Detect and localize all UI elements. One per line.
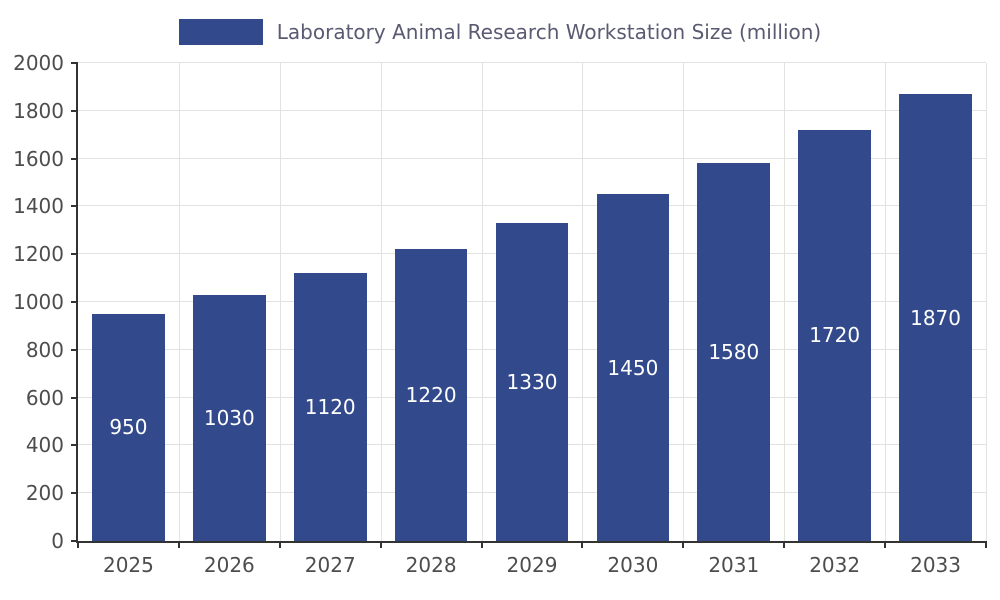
y-axis-tick-label: 1600 <box>13 146 64 171</box>
x-gridline <box>683 63 685 541</box>
y-tick-mark <box>71 301 78 303</box>
y-axis-tick-label: 400 <box>25 433 64 458</box>
x-tick-mark <box>682 541 685 548</box>
x-tick-mark <box>480 541 483 548</box>
x-tick-mark <box>783 541 786 548</box>
bar: 1030 <box>193 294 266 541</box>
bar: 1720 <box>798 129 871 541</box>
y-axis-tick-label: 2000 <box>13 51 64 75</box>
chart-legend: Laboratory Animal Research Workstation S… <box>0 17 1000 47</box>
x-tick-mark <box>177 541 180 548</box>
x-tick-mark <box>581 541 584 548</box>
x-axis-tick-label: 2031 <box>708 553 760 577</box>
y-tick-mark <box>71 205 78 208</box>
x-gridline <box>178 63 180 541</box>
bar-value-label: 950 <box>109 415 148 440</box>
y-tick-mark <box>71 492 78 495</box>
bar-value-label: 1580 <box>708 340 760 365</box>
y-tick-mark <box>71 540 78 542</box>
bar-value-label: 1720 <box>809 323 861 348</box>
x-gridline <box>279 63 281 541</box>
x-axis-tick-label: 2029 <box>506 553 558 577</box>
y-gridline <box>78 109 986 111</box>
bar-value-label: 1220 <box>405 383 457 408</box>
y-tick-mark <box>71 157 78 160</box>
x-axis-tick-label: 2025 <box>102 553 154 577</box>
y-axis-tick-label: 600 <box>25 385 64 410</box>
x-gridline <box>481 63 483 541</box>
x-tick-mark <box>278 541 281 548</box>
x-tick-mark <box>884 541 887 548</box>
bar: 1120 <box>293 273 367 541</box>
x-tick-mark <box>985 541 987 548</box>
y-axis-tick-label: 1400 <box>13 194 64 219</box>
bar-value-label: 1120 <box>304 395 356 420</box>
x-axis-tick-label: 2033 <box>910 553 961 577</box>
x-axis-tick-label: 2032 <box>809 553 861 577</box>
bar-value-label: 1330 <box>506 370 558 395</box>
y-tick-mark <box>71 109 78 112</box>
bar-value-label: 1030 <box>203 405 255 430</box>
x-gridline <box>986 63 987 541</box>
plot-area: 0 200 400 600 800 1000 1200 1400 1600 1800 2000 950… <box>13 51 987 577</box>
bar: 950 <box>92 313 165 541</box>
x-axis-tick-label: 2030 <box>607 553 659 577</box>
x-tick-mark <box>77 541 79 548</box>
x-tick-mark <box>379 541 382 548</box>
chart-title: Laboratory Animal Research Workstation S… <box>276 20 822 44</box>
y-axis-tick-label: 1000 <box>13 290 64 314</box>
legend-swatch <box>178 19 263 45</box>
y-gridline <box>78 205 986 207</box>
bar: 1450 <box>596 194 670 541</box>
y-axis-tick-label: 200 <box>25 481 64 506</box>
x-gridline <box>380 63 382 541</box>
y-gridline <box>78 157 986 159</box>
x-axis-tick-label: 2028 <box>405 553 457 577</box>
bar: 1220 <box>394 249 468 541</box>
y-tick-mark <box>71 62 78 64</box>
bar: 1580 <box>697 163 771 541</box>
bar-value-label: 1450 <box>607 355 659 380</box>
y-axis-tick-label: 1800 <box>13 98 64 123</box>
x-gridline <box>582 63 584 541</box>
y-axis-tick-label: 0 <box>51 529 64 553</box>
x-gridline <box>784 63 786 541</box>
y-gridline <box>78 62 986 63</box>
bar: 1870 <box>899 94 972 541</box>
bar-value-label: 1870 <box>910 305 961 330</box>
x-axis-tick-label: 2026 <box>203 553 255 577</box>
y-tick-mark <box>71 253 78 256</box>
y-axis-tick-label: 1200 <box>13 242 64 267</box>
x-gridline <box>885 63 887 541</box>
y-tick-mark <box>71 348 78 351</box>
bar: 1330 <box>495 223 569 541</box>
y-tick-mark <box>71 396 78 399</box>
y-tick-mark <box>71 444 78 447</box>
y-axis-tick-label: 800 <box>25 337 64 362</box>
x-axis-tick-label: 2027 <box>304 553 356 577</box>
